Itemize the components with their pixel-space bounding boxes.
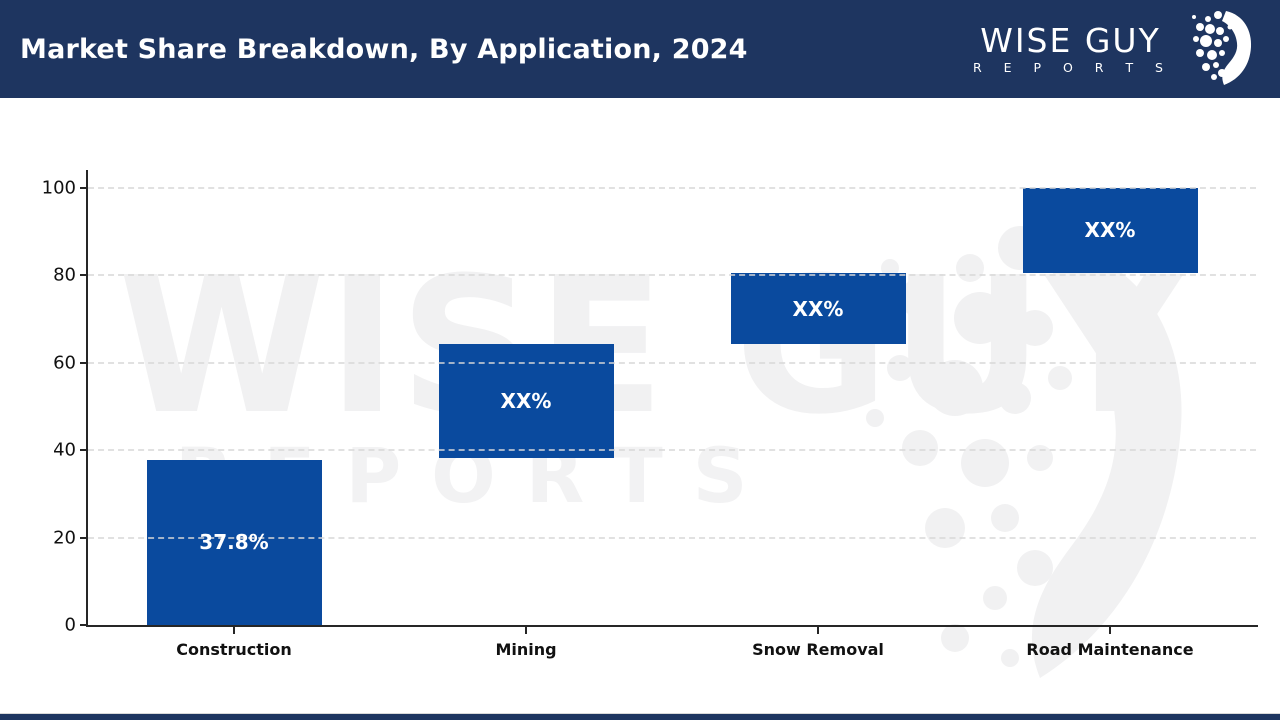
page-title: Market Share Breakdown, By Application, … [20, 33, 748, 65]
gridline-60 [88, 361, 1256, 364]
x-axis [86, 625, 1258, 627]
y-tick-label: 100 [41, 177, 76, 199]
gridline-20 [88, 536, 1256, 539]
logo-subtitle: R E P O R T S [972, 59, 1172, 75]
chart-canvas: WISE GUY REPORTS 0 20 40 60 80 100 37.8% Constr… [0, 98, 1280, 714]
wise-guy-logo: WISE GUY R E P O R T S [969, 5, 1254, 93]
bar-value-label: XX% [500, 389, 552, 414]
y-tick-60 [80, 361, 88, 364]
y-tick-100 [80, 187, 88, 189]
y-tick-label: 0 [64, 614, 76, 636]
bar-snow-removal [730, 272, 906, 345]
bar-value-label: XX% [792, 296, 844, 321]
bar-road-maintenance [1022, 188, 1198, 273]
x-tick [817, 626, 819, 634]
y-tick-label: 80 [53, 264, 76, 286]
x-category-label: Snow Removal [752, 640, 884, 659]
y-tick-label: 60 [53, 352, 76, 374]
y-tick-80 [80, 274, 88, 277]
x-tick [233, 626, 235, 634]
gridline-80 [88, 274, 1256, 277]
footer-bar [0, 714, 1280, 720]
logo-wordmark: WISE GUY [980, 20, 1161, 60]
header-bar: Market Share Breakdown, By Application, … [0, 0, 1280, 98]
x-tick [1109, 626, 1111, 634]
gridline-40 [88, 449, 1256, 452]
footer-divider [0, 713, 1280, 714]
watermark-head-icon [770, 208, 1190, 712]
x-category-label: Construction [176, 640, 292, 659]
y-tick-20 [80, 536, 88, 539]
logo-head-icon [1174, 5, 1254, 93]
y-tick-0 [80, 624, 88, 626]
x-category-label: Road Maintenance [1026, 640, 1194, 659]
y-tick-label: 40 [53, 439, 76, 461]
bar-construction [146, 459, 322, 625]
y-axis [86, 170, 88, 627]
x-tick [525, 626, 527, 634]
y-tick-label: 20 [53, 527, 76, 549]
gridline-100 [88, 187, 1256, 189]
y-tick-40 [80, 449, 88, 452]
x-category-label: Mining [495, 640, 557, 659]
bar-value-label: 37.8% [199, 530, 269, 555]
bar-value-label: XX% [1084, 218, 1136, 243]
